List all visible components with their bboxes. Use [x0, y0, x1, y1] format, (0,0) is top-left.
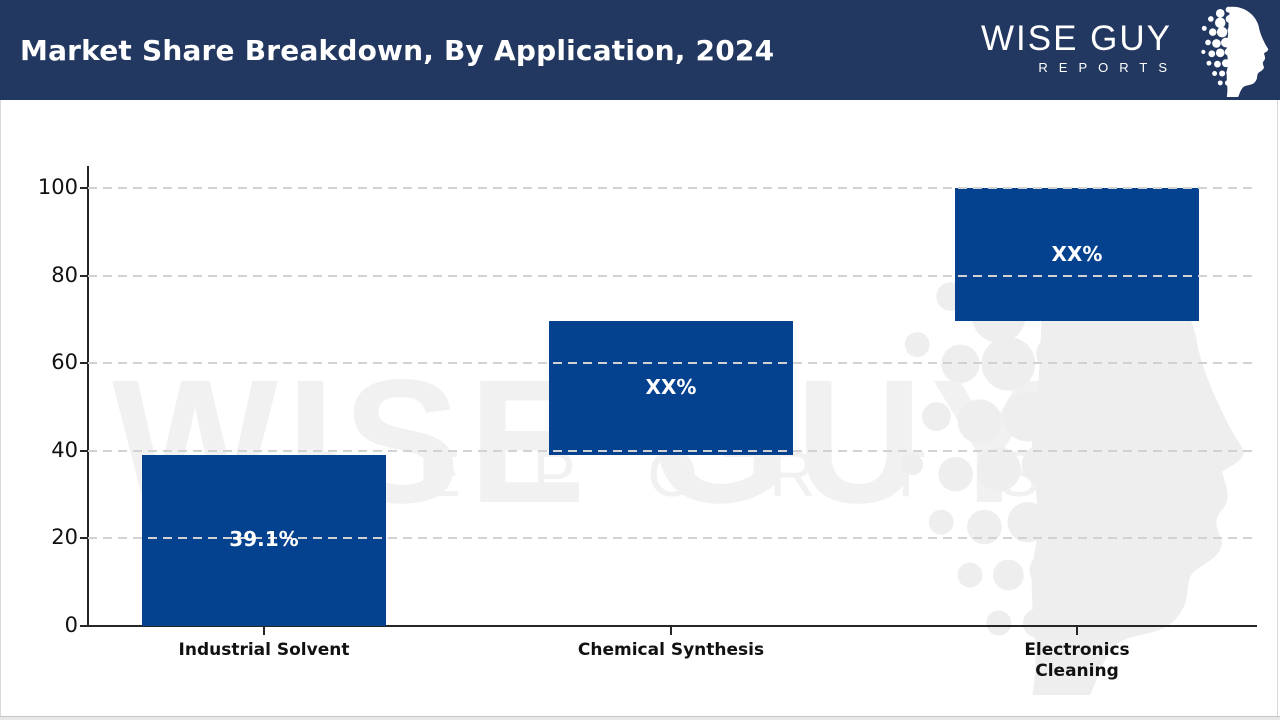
gridline-80	[88, 274, 1256, 277]
bar-industrial-solvent	[142, 454, 386, 626]
bar-value-label: XX%	[1051, 241, 1103, 266]
x-axis-spine	[87, 625, 1257, 627]
x-category-label: Industrial Solvent	[178, 640, 350, 660]
bar-value-label: 39.1%	[229, 527, 299, 552]
y-tick-mark	[80, 362, 87, 365]
y-tick-mark	[80, 625, 87, 627]
gridline-60	[88, 362, 1256, 365]
y-tick-label: 20	[51, 525, 78, 550]
y-tick-mark	[80, 449, 87, 452]
y-tick-mark	[80, 187, 87, 189]
x-tick-mark	[263, 627, 265, 635]
bar-electronics-cleaning	[955, 188, 1199, 322]
y-tick-mark	[80, 274, 87, 277]
x-category-label: Chemical Synthesis	[577, 640, 765, 660]
y-tick-label: 40	[51, 437, 78, 462]
bottom-edge-line	[0, 716, 1280, 720]
y-axis-spine	[87, 166, 89, 626]
x-tick-mark	[670, 627, 672, 635]
logo-wordmark: WISE GUY	[980, 19, 1172, 59]
gridline-20	[88, 537, 1256, 540]
x-tick-mark	[1076, 627, 1078, 635]
x-category-label: Electronics Cleaning	[1024, 640, 1130, 681]
y-tick-mark	[80, 537, 87, 540]
chart-title: Market Share Breakdown, By Application, …	[20, 33, 775, 67]
header-bar: Market Share Breakdown, By Application, …	[0, 0, 1280, 100]
bar-value-label: XX%	[645, 374, 697, 399]
logo-text: WISE GUY REPORTS	[980, 19, 1172, 75]
logo-face-icon	[1201, 6, 1269, 97]
y-tick-label: 80	[51, 262, 78, 287]
y-tick-label: 0	[64, 613, 78, 637]
gridline-40	[88, 449, 1256, 452]
bar-chemical-synthesis	[549, 321, 793, 455]
y-tick-label: 60	[51, 350, 78, 375]
y-tick-label: 100	[37, 175, 78, 199]
logo-reports-text: REPORTS	[1038, 59, 1178, 75]
gridline-100	[88, 187, 1256, 189]
wise-guy-reports-logo: WISE GUY REPORTS	[981, 3, 1280, 97]
